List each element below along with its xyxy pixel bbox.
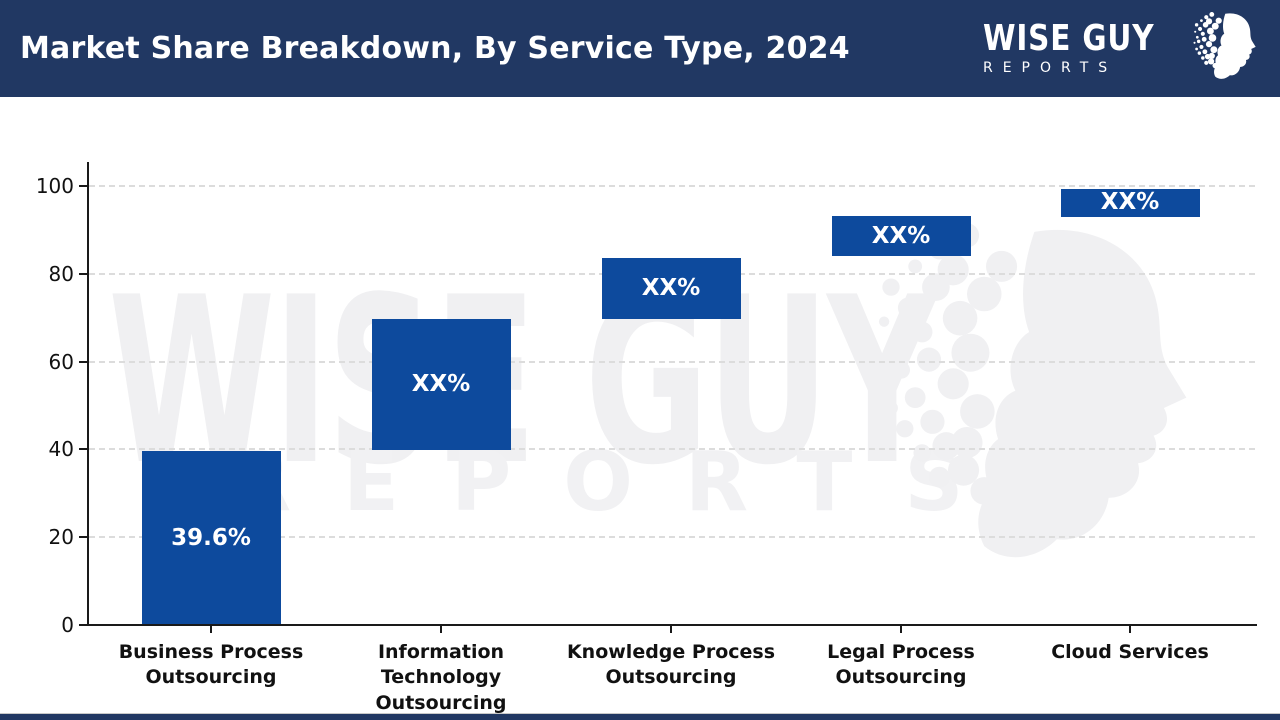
x-category-label: Knowledge Process Outsourcing	[566, 641, 776, 689]
logo-face-dots	[1193, 11, 1222, 68]
logo-subtitle-text: REPORTS	[982, 60, 1118, 76]
y-axis-line	[87, 162, 89, 626]
bar: XX%	[831, 215, 971, 257]
y-gridline	[89, 536, 1255, 539]
brand-wordmark: WISE GUY REPORTS	[982, 18, 1192, 77]
x-tick-mark	[670, 626, 672, 633]
bar: 39.6%	[141, 451, 281, 625]
y-tick-mark	[79, 448, 88, 451]
bar-value-label: XX%	[871, 222, 931, 249]
bar-value-label: XX%	[1100, 189, 1160, 216]
y-tick-mark	[79, 272, 88, 275]
y-tick-label: 40	[48, 437, 74, 462]
page-title: Market Share Breakdown, By Service Type,…	[20, 31, 850, 66]
x-tick-mark	[210, 626, 212, 633]
x-category-label: Legal Process Outsourcing	[827, 641, 975, 689]
y-gridline	[89, 185, 1255, 187]
x-tick-mark	[1129, 626, 1131, 633]
y-tick-label: 20	[48, 525, 74, 550]
bar: XX%	[371, 318, 511, 451]
bar-value-label: 39.6%	[171, 524, 251, 551]
y-tick-label: 80	[48, 261, 74, 286]
logo-name-text: WISE GUY	[982, 18, 1155, 59]
bar: XX%	[1060, 189, 1200, 217]
bar-value-label: XX%	[641, 274, 701, 301]
y-tick-label: 60	[48, 349, 74, 374]
logo-face-icon	[1193, 11, 1256, 79]
y-tick-mark	[79, 360, 88, 363]
x-category-label: Business Process Outsourcing	[118, 641, 304, 689]
y-tick-mark	[79, 624, 88, 626]
x-axis-line	[87, 624, 1257, 626]
x-tick-mark	[900, 626, 902, 633]
x-category-label: Information Technology Outsourcing	[375, 641, 507, 714]
y-tick-label: 100	[35, 174, 74, 198]
bar-value-label: XX%	[411, 370, 471, 397]
x-tick-mark	[440, 626, 442, 633]
y-tick-mark	[79, 536, 88, 539]
footer-bar	[0, 713, 1280, 720]
y-tick-label: 0	[61, 613, 74, 637]
header-bar: Market Share Breakdown, By Service Type,…	[0, 0, 1280, 97]
bar: XX%	[601, 257, 741, 319]
y-gridline	[89, 360, 1255, 363]
logo-face-profile	[1214, 12, 1256, 79]
x-category-label: Cloud Services	[1051, 641, 1209, 663]
y-tick-mark	[79, 185, 88, 187]
brand-logo: WISE GUY REPORTS	[983, 11, 1262, 87]
y-gridline	[89, 448, 1255, 451]
